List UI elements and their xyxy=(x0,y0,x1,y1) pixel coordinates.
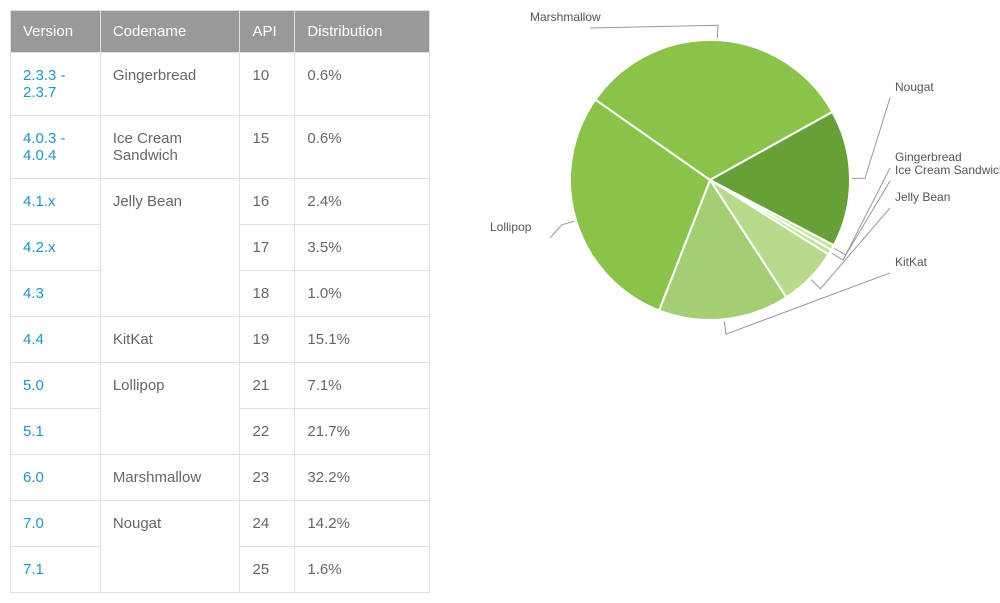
cell-distribution: 0.6% xyxy=(295,116,430,179)
cell-distribution: 3.5% xyxy=(295,225,430,271)
pie-label-ice-cream-sandwich: Ice Cream Sandwich xyxy=(895,163,1000,177)
cell-api: 15 xyxy=(240,116,295,179)
cell-version: 7.0 xyxy=(11,501,101,547)
version-link[interactable]: 7.0 xyxy=(23,515,44,532)
pie-label-gingerbread: Gingerbread xyxy=(895,150,962,164)
cell-distribution: 1.6% xyxy=(295,547,430,593)
table-row: 4.4 KitKat1915.1% xyxy=(11,317,430,363)
distribution-table-wrap: Version Codename API Distribution 2.3.3 … xyxy=(10,10,430,593)
pie-leader-line xyxy=(590,25,718,38)
cell-distribution: 0.6% xyxy=(295,53,430,116)
cell-api: 22 xyxy=(240,409,295,455)
cell-distribution: 2.4% xyxy=(295,179,430,225)
table-row: 7.0Nougat2414.2% xyxy=(11,501,430,547)
cell-codename: Ice Cream Sandwich xyxy=(100,116,240,179)
cell-version: 6.0 xyxy=(11,455,101,501)
version-link[interactable]: 4.3 xyxy=(23,285,44,302)
cell-version: 4.2.x xyxy=(11,225,101,271)
cell-codename: Nougat xyxy=(100,501,240,593)
table-body: 2.3.3 - 2.3.7Gingerbread100.6%4.0.3 - 4.… xyxy=(11,53,430,593)
cell-distribution: 32.2% xyxy=(295,455,430,501)
cell-api: 10 xyxy=(240,53,295,116)
version-link[interactable]: 7.1 xyxy=(23,561,44,578)
cell-api: 16 xyxy=(240,179,295,225)
cell-distribution: 15.1% xyxy=(295,317,430,363)
table-row: 4.1.xJelly Bean162.4% xyxy=(11,179,430,225)
table-row: 6.0 Marshmallow2332.2% xyxy=(11,455,430,501)
cell-version: 4.3 xyxy=(11,271,101,317)
table-header-row: Version Codename API Distribution xyxy=(11,11,430,53)
cell-version: 4.1.x xyxy=(11,179,101,225)
cell-version: 5.0 xyxy=(11,363,101,409)
cell-distribution: 7.1% xyxy=(295,363,430,409)
pie-chart-wrap: Marshmallow Nougat GingerbreadIce Cream Sa… xyxy=(460,10,1000,363)
table-row: 2.3.3 - 2.3.7 Gingerbread100.6% xyxy=(11,53,430,116)
cell-version: 5.1 xyxy=(11,409,101,455)
version-link[interactable]: 4.1.x xyxy=(23,193,56,210)
cell-api: 23 xyxy=(240,455,295,501)
cell-api: 18 xyxy=(240,271,295,317)
cell-version: 4.4 xyxy=(11,317,101,363)
cell-api: 21 xyxy=(240,363,295,409)
col-codename: Codename xyxy=(100,11,240,53)
col-distribution: Distribution xyxy=(295,11,430,53)
version-link[interactable]: 4.0.3 - 4.0.4 xyxy=(23,130,66,164)
cell-version: 4.0.3 - 4.0.4 xyxy=(11,116,101,179)
pie-label-nougat: Nougat xyxy=(895,80,934,94)
col-version: Version xyxy=(11,11,101,53)
version-link[interactable]: 5.1 xyxy=(23,423,44,440)
cell-codename: Lollipop xyxy=(100,363,240,455)
cell-api: 24 xyxy=(240,501,295,547)
cell-distribution: 14.2% xyxy=(295,501,430,547)
table-row: 4.0.3 - 4.0.4 Ice Cream Sandwich150.6% xyxy=(11,116,430,179)
cell-distribution: 1.0% xyxy=(295,271,430,317)
cell-version: 7.1 xyxy=(11,547,101,593)
version-link[interactable]: 4.4 xyxy=(23,331,44,348)
cell-api: 17 xyxy=(240,225,295,271)
distribution-table: Version Codename API Distribution 2.3.3 … xyxy=(10,10,430,593)
pie-leader-line xyxy=(852,98,890,178)
pie-label-lollipop: Lollipop xyxy=(490,220,531,234)
version-link[interactable]: 5.0 xyxy=(23,377,44,394)
cell-version: 2.3.3 - 2.3.7 xyxy=(11,53,101,116)
pie-label-kitkat: KitKat xyxy=(895,255,927,269)
version-link[interactable]: 2.3.3 - 2.3.7 xyxy=(23,67,66,101)
pie-leader-line xyxy=(550,221,574,238)
cell-codename: Jelly Bean xyxy=(100,179,240,317)
cell-api: 19 xyxy=(240,317,295,363)
cell-codename: KitKat xyxy=(100,317,240,363)
cell-distribution: 21.7% xyxy=(295,409,430,455)
cell-api: 25 xyxy=(240,547,295,593)
cell-codename: Gingerbread xyxy=(100,53,240,116)
col-api: API xyxy=(240,11,295,53)
pie-label-jelly-bean: Jelly Bean xyxy=(895,190,950,204)
version-link[interactable]: 4.2.x xyxy=(23,239,56,256)
cell-codename: Marshmallow xyxy=(100,455,240,501)
pie-label-marshmallow: Marshmallow xyxy=(530,10,601,24)
version-link[interactable]: 6.0 xyxy=(23,469,44,486)
table-row: 5.0Lollipop217.1% xyxy=(11,363,430,409)
page-layout: Version Codename API Distribution 2.3.3 … xyxy=(10,10,990,593)
